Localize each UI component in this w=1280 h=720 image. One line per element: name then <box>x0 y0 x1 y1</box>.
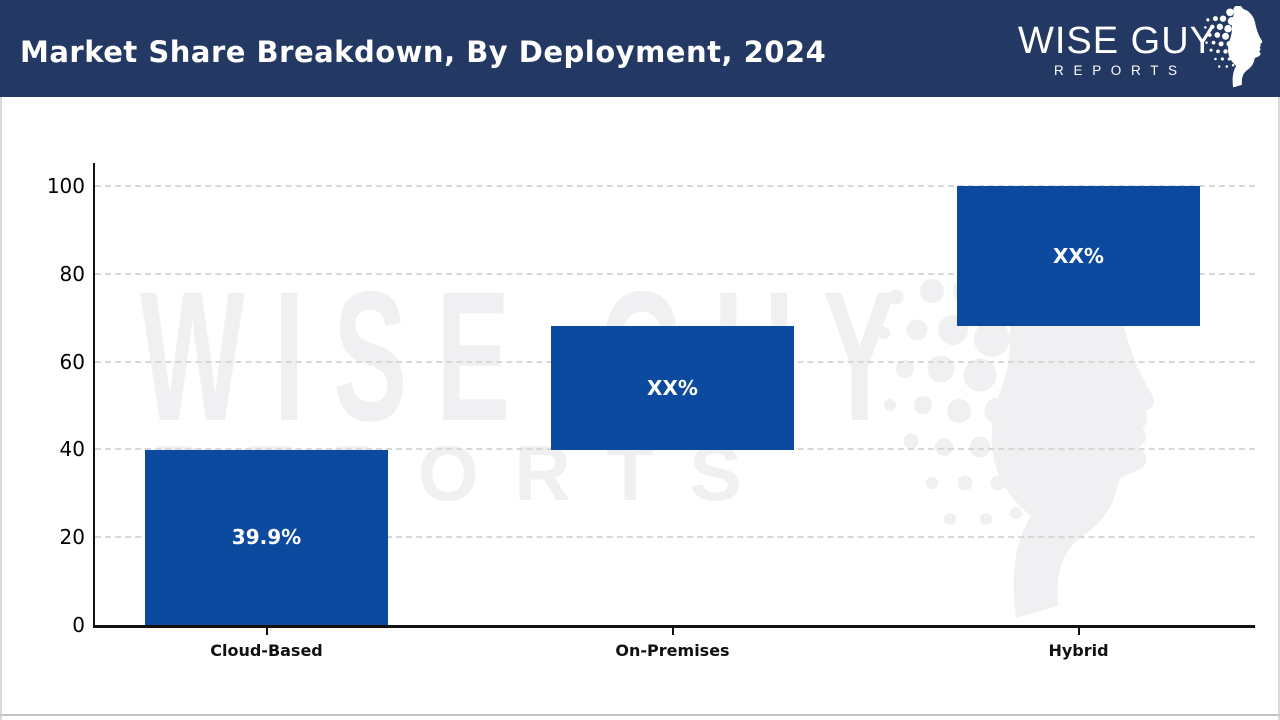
gridline-20 <box>95 536 1255 539</box>
x-axis-label: Cloud-Based <box>210 641 323 660</box>
chart-area: WISE GUY R E P O R T S 0 20 40 60 80 100 39.9%… <box>0 97 1280 720</box>
y-tick-label: 20 <box>59 525 85 550</box>
bar-cloud-based: 39.9% <box>145 449 388 625</box>
y-tick-label: 40 <box>59 437 85 462</box>
gridline-80 <box>95 272 1255 275</box>
bar-value-label: XX% <box>1053 244 1104 269</box>
watermark-wordmark: WISE GUY <box>140 254 926 460</box>
x-tick <box>265 627 268 635</box>
logo-text: WISE GUY R E P O R T S <box>1017 20 1216 78</box>
y-tick-label: 100 <box>46 174 85 198</box>
y-tick-label: 0 <box>72 613 85 637</box>
gridline-100 <box>95 185 1255 187</box>
bar-value-label: XX% <box>647 376 698 401</box>
bar-value-label: 39.9% <box>231 525 302 550</box>
bar-on-premises: XX% <box>551 326 794 450</box>
x-axis-label: On-Premises <box>615 641 730 660</box>
x-tick <box>671 627 674 635</box>
y-tick-label: 80 <box>59 261 85 286</box>
logo-wordmark: WISE GUY <box>1017 20 1216 63</box>
page-title: Market Share Breakdown, By Deployment, 2… <box>20 34 827 69</box>
header: Market Share Breakdown, By Deployment, 2… <box>0 0 1280 97</box>
wise-guy-reports-logo: WISE GUY R E P O R T S <box>1018 6 1270 88</box>
logo-face-icon <box>1200 6 1270 88</box>
bottom-border <box>0 714 1280 716</box>
logo-subtext: R E P O R T S <box>1053 62 1180 78</box>
x-axis-line <box>93 625 1255 628</box>
bar-hybrid: XX% <box>957 186 1200 327</box>
y-axis-line <box>93 163 95 628</box>
x-tick <box>1077 627 1080 635</box>
x-axis-label: Hybrid <box>1048 641 1109 660</box>
y-tick-label: 60 <box>59 349 85 374</box>
